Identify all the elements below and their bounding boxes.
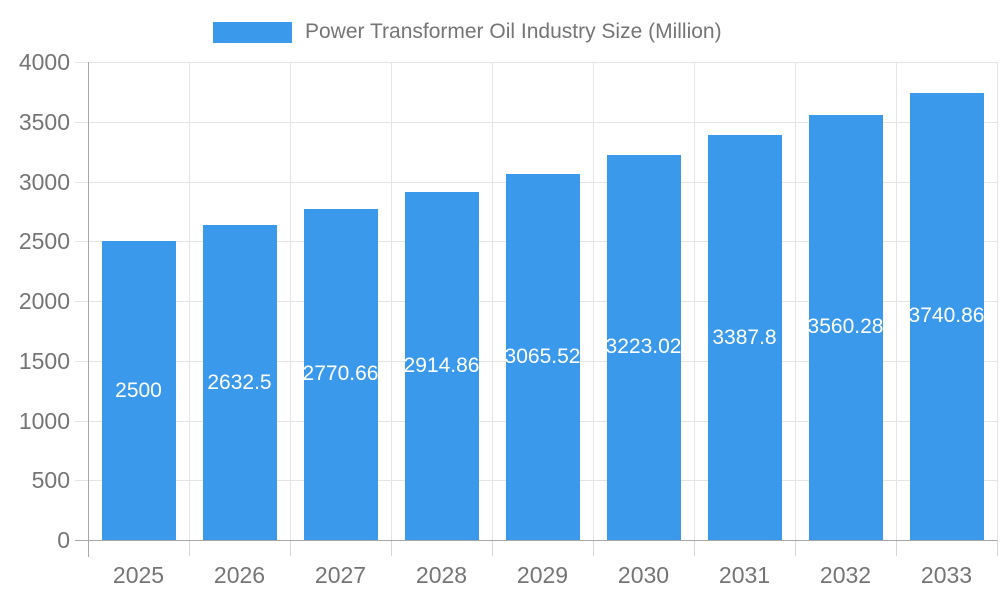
bar[interactable]: 3560.28 [808,114,883,540]
y-axis-label: 3000 [18,168,70,195]
y-tick [75,420,88,422]
x-tick [895,540,897,556]
x-tick [491,540,493,556]
bar[interactable]: 2914.86 [404,191,479,540]
x-tick [289,540,291,556]
y-tick [75,181,88,183]
x-gridline [390,62,392,540]
x-axis-line [75,540,997,541]
x-gridline [693,62,695,540]
y-axis-label: 500 [31,467,70,494]
x-gridline [188,62,190,540]
y-tick [75,121,88,123]
y-gridline [88,121,997,123]
y-axis-label: 0 [57,527,70,553]
x-gridline [592,62,594,540]
bar[interactable]: 2500 [101,241,176,540]
legend-swatch [213,21,292,43]
y-tick [75,480,88,482]
y-axis-label: 1000 [18,407,70,434]
bar[interactable]: 3740.86 [909,92,984,540]
x-tick [390,540,392,556]
bar[interactable]: 3065.52 [505,173,580,540]
bar[interactable]: 2632.5 [202,225,277,540]
x-tick [693,540,695,556]
legend-item[interactable]: Power Transformer Oil Industry Size (Mil… [213,20,722,44]
bar-value-label: 2770.66 [303,362,378,386]
x-axis-label: 2025 [112,562,165,588]
y-tick [75,62,88,63]
bar-value-label: 2500 [115,378,162,402]
x-axis-label: 2030 [617,562,670,588]
x-gridline [895,62,897,540]
x-axis-label: 2027 [314,562,367,588]
x-axis-label: 2031 [718,562,771,588]
bar[interactable]: 3387.8 [707,135,782,540]
bar-value-label: 3560.28 [808,315,883,339]
y-axis-label: 4000 [18,49,70,75]
y-axis-line [88,62,89,557]
x-gridline [996,62,998,540]
legend-label: Power Transformer Oil Industry Size (Mil… [305,20,722,43]
bar-value-label: 3387.8 [712,325,777,349]
x-tick [188,540,190,556]
y-axis-label: 3500 [18,108,70,135]
bar[interactable]: 2770.66 [303,208,378,540]
y-gridline [88,62,997,63]
x-tick [592,540,594,556]
bar[interactable]: 3223.02 [606,154,681,540]
x-gridline [794,62,796,540]
bar-value-label: 2914.86 [404,353,479,377]
y-tick [75,360,88,362]
x-axis-label: 2032 [819,562,872,588]
y-tick [75,241,88,243]
x-axis-label: 2028 [415,562,468,588]
x-tick [996,540,998,556]
x-tick [794,540,796,556]
x-axis-label: 2026 [213,562,266,588]
y-tick [75,301,88,302]
y-axis-label: 1500 [18,347,70,374]
x-gridline [289,62,291,540]
bar-value-label: 2632.5 [207,370,272,394]
y-axis-label: 2500 [18,228,70,255]
x-axis-label: 2033 [920,562,973,588]
bar-value-label: 3223.02 [606,335,681,359]
bar-value-label: 3740.86 [909,304,984,328]
y-axis-label: 2000 [18,288,70,314]
x-gridline [491,62,493,540]
x-axis-label: 2029 [516,562,569,588]
bar-value-label: 3065.52 [505,344,580,368]
